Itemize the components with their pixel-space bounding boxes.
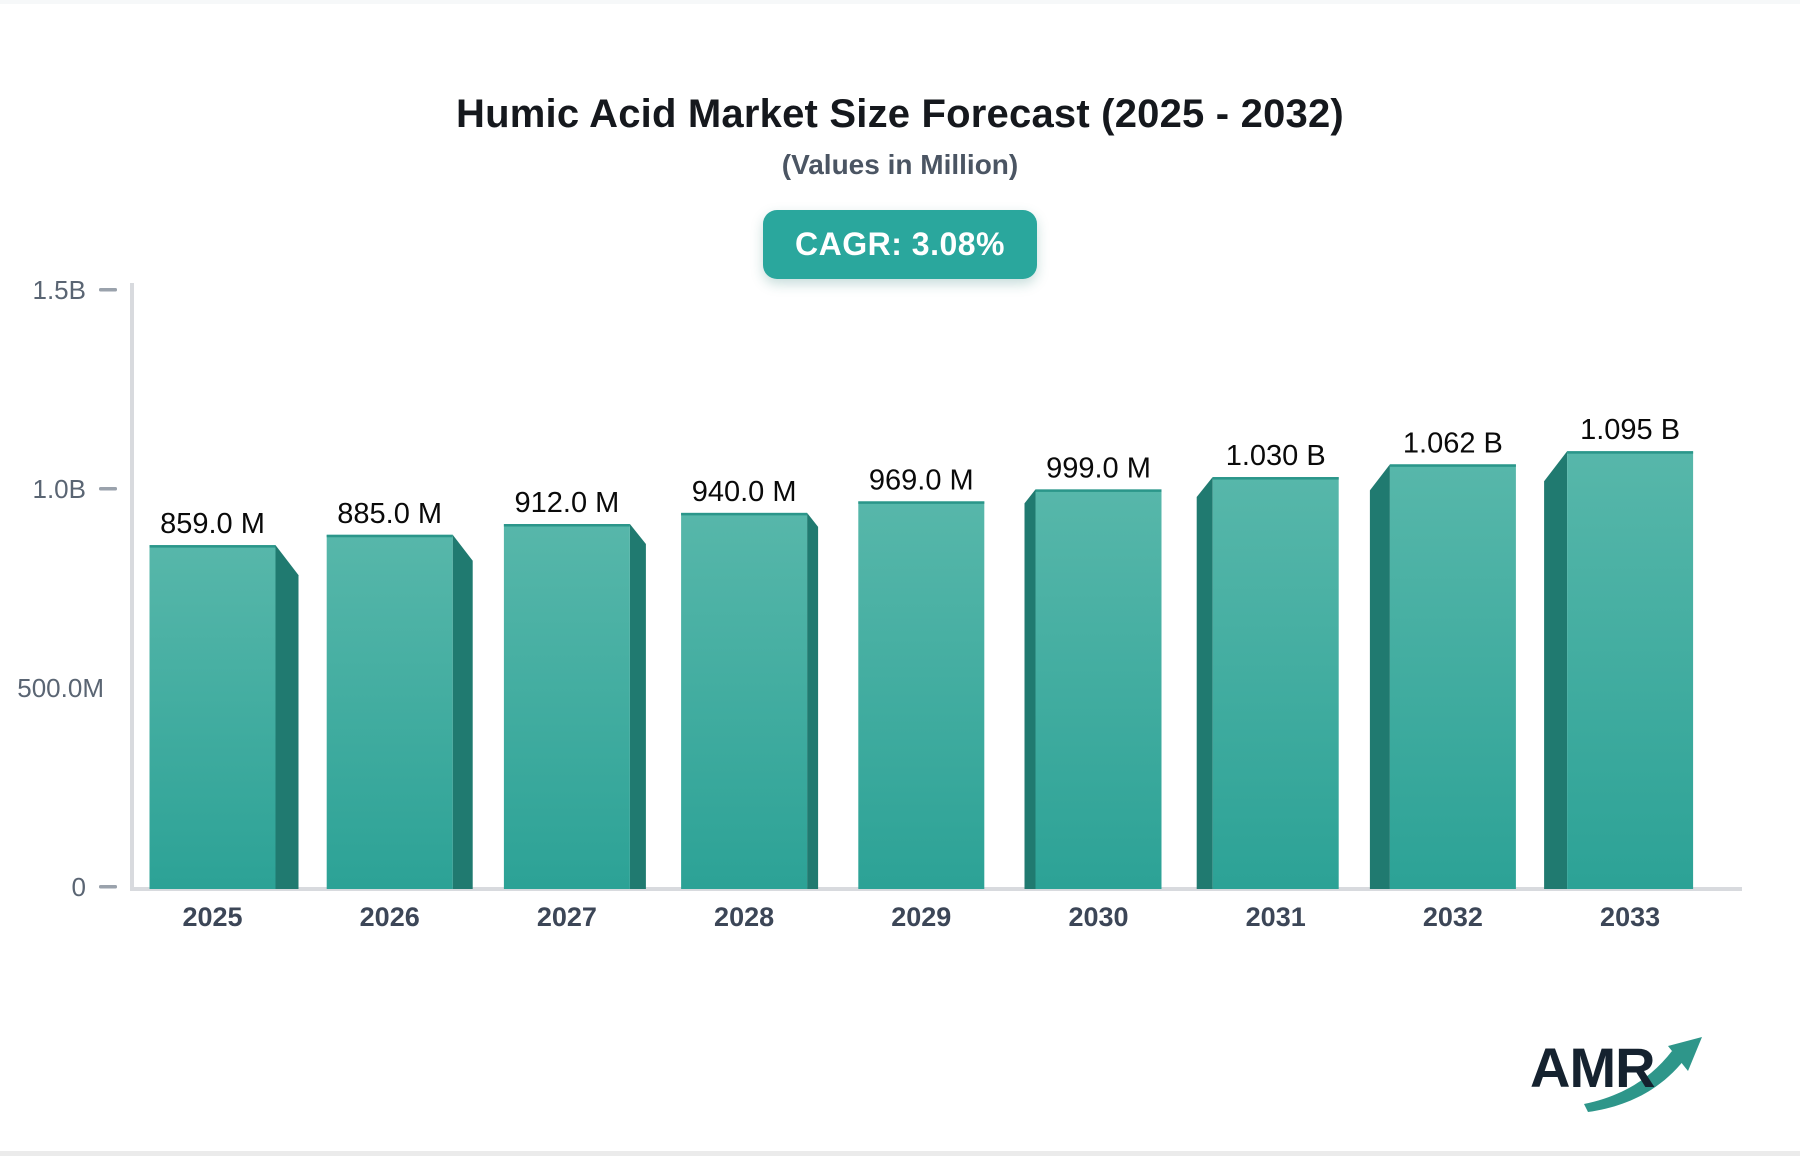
bar-front-face — [681, 512, 808, 889]
amr-logo-text: AMR — [1530, 1036, 1656, 1099]
bar-2030: 999.0 M 2030 — [1024, 452, 1162, 932]
bar-side-face — [1024, 489, 1036, 889]
bar-top-edge — [858, 501, 985, 504]
y-tick-label: 500.0M — [17, 673, 104, 703]
bar-2032: 1.062 B 2032 — [1369, 427, 1516, 932]
bar-side-face — [1544, 451, 1568, 889]
bar-side-face — [629, 524, 646, 889]
bar-side-face — [807, 512, 819, 889]
bar-value-label: 859.0 M — [160, 508, 265, 540]
bar-front-face — [1567, 451, 1694, 889]
bar-front-face — [1389, 464, 1516, 889]
bar-front-face — [1035, 489, 1162, 889]
y-axis-line — [130, 283, 134, 891]
bar-value-label: 1.095 B — [1580, 414, 1680, 446]
chart-subtitle: (Values in Million) — [781, 149, 1019, 180]
x-axis-year-label: 2031 — [1246, 902, 1306, 932]
bar-front-face — [149, 545, 276, 889]
x-axis-year-label: 2027 — [537, 902, 597, 932]
y-tick-label: 1.0B — [33, 474, 87, 504]
x-axis-year-label: 2025 — [182, 902, 242, 932]
bar-side-face — [1369, 464, 1390, 889]
chart-header: Humic Acid Market Size Forecast (2025 - … — [0, 92, 1800, 279]
bar-2028: 940.0 M 2028 — [681, 476, 819, 932]
x-axis-year-label: 2029 — [891, 902, 951, 932]
bar-value-label: 1.030 B — [1226, 440, 1326, 472]
y-tick-label: 0 — [72, 872, 86, 902]
bar-top-edge — [1567, 451, 1694, 454]
y-tick-label: 1.5B — [33, 275, 87, 305]
y-tick-dash — [99, 885, 117, 889]
bar-top-edge — [149, 545, 276, 548]
bar-front-face — [1212, 477, 1339, 889]
bar-side-face — [275, 545, 299, 889]
bar-value-label: 885.0 M — [337, 498, 442, 530]
bar-value-label: 912.0 M — [515, 487, 620, 519]
bar-series: 859.0 M 2025 885.0 M 2026 912.0 M 2027 940.0 M… — [149, 414, 1694, 932]
chart-title: Humic Acid Market Size Forecast (2025 - … — [456, 92, 1344, 136]
y-tick-dash — [99, 487, 117, 491]
bar-2033: 1.095 B 2033 — [1544, 414, 1694, 932]
bar-front-face — [503, 524, 630, 889]
bar-top-edge — [1035, 489, 1162, 492]
bar-side-face — [452, 534, 473, 889]
bar-2029: 969.0 M 2029 — [858, 464, 985, 932]
bar-2027: 912.0 M 2027 — [503, 487, 646, 932]
top-edge-divider — [0, 0, 1800, 4]
bottom-edge-divider — [0, 1151, 1800, 1156]
bar-value-label: 969.0 M — [869, 464, 974, 496]
bar-2031: 1.030 B 2031 — [1196, 440, 1339, 932]
bar-front-face — [858, 501, 985, 889]
bar-value-label: 940.0 M — [692, 476, 797, 508]
bar-top-edge — [681, 512, 808, 516]
growth-arrow-icon — [1584, 1037, 1702, 1112]
bar-2026: 885.0 M 2026 — [326, 498, 473, 932]
x-axis-year-label: 2030 — [1068, 902, 1128, 932]
bar-value-label: 1.062 B — [1403, 427, 1503, 459]
x-axis-year-label: 2033 — [1600, 902, 1660, 932]
x-axis-year-label: 2028 — [714, 902, 774, 932]
y-tick-dash — [99, 288, 117, 292]
cagr-badge: CAGR: 3.08% — [763, 210, 1037, 279]
x-axis-year-label: 2032 — [1423, 902, 1483, 932]
bar-front-face — [326, 534, 453, 889]
bar-top-edge — [326, 534, 453, 538]
bar-2025: 859.0 M 2025 — [149, 508, 299, 932]
x-axis-year-label: 2026 — [360, 902, 420, 932]
bar-top-edge — [1212, 477, 1339, 480]
bar-side-face — [1196, 477, 1213, 889]
bar-value-label: 999.0 M — [1046, 452, 1151, 484]
bar-top-edge — [1389, 464, 1516, 467]
bar-top-edge — [503, 524, 630, 527]
amr-logo: AMR — [1518, 1030, 1728, 1120]
